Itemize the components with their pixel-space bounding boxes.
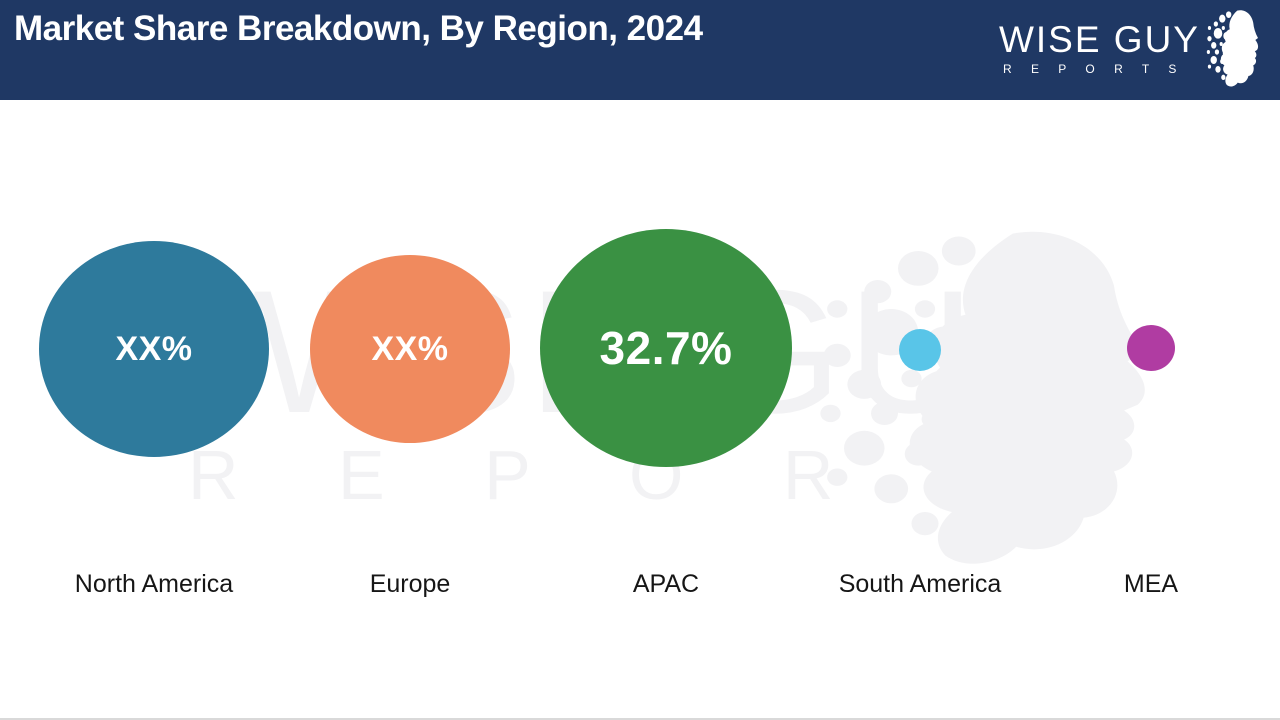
region-bubble-north-america: XX%: [39, 241, 269, 457]
region-bubble-europe: XX%: [310, 255, 510, 443]
page-title: Market Share Breakdown, By Region, 2024: [14, 9, 703, 48]
bubble-value-label: XX%: [371, 329, 449, 368]
region-label-apac: APAC: [632, 570, 700, 598]
header-bar: Market Share Breakdown, By Region, 2024 …: [0, 0, 1280, 100]
region-label-south-america: South America: [838, 570, 1002, 598]
region-label-mea: MEA: [1123, 570, 1179, 598]
bubble-value-label: XX%: [115, 329, 193, 368]
brand-logo-text: WISE GUY R E P O R T S: [998, 19, 1200, 76]
logo-subtext: R E P O R T S: [1002, 61, 1185, 76]
logo-wordmark: WISE GUY: [998, 19, 1200, 61]
region-label-europe: Europe: [369, 570, 451, 598]
region-label-north-america: North America: [74, 570, 234, 598]
region-bubble-apac: 32.7%: [540, 229, 792, 467]
bubble-value-label: 32.7%: [599, 322, 733, 374]
brand-logo: WISE GUY R E P O R T S: [999, 8, 1266, 88]
